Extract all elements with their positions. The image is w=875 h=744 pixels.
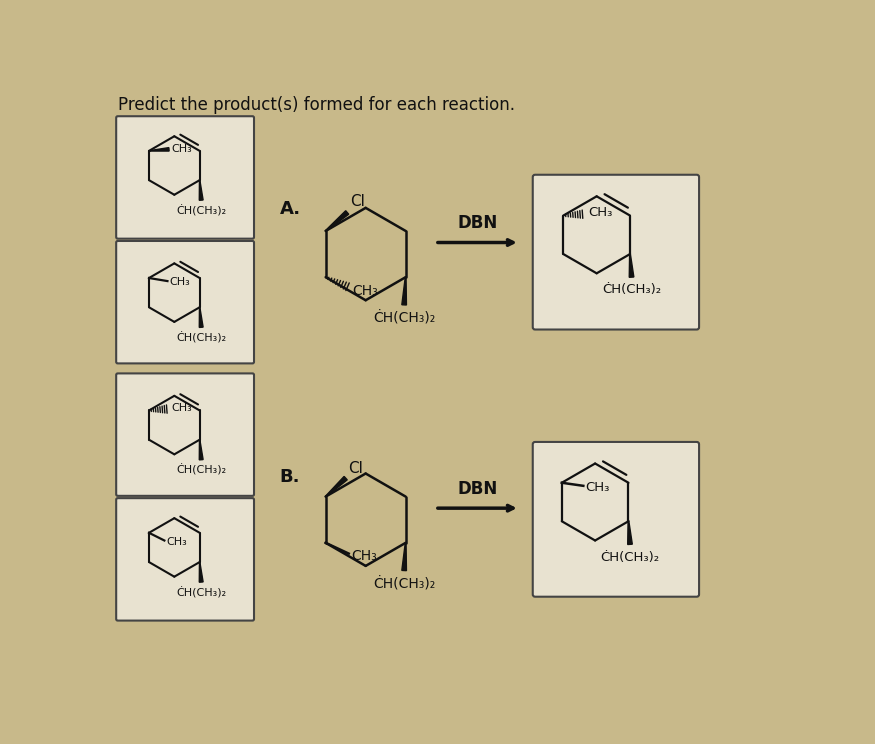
FancyBboxPatch shape <box>116 116 254 239</box>
Text: CH₃: CH₃ <box>588 206 612 219</box>
Polygon shape <box>629 254 634 278</box>
Polygon shape <box>627 522 633 545</box>
Text: ĊH(CH₃)₂: ĊH(CH₃)₂ <box>600 551 660 563</box>
Text: ĊH(CH₃)₂: ĊH(CH₃)₂ <box>176 587 227 598</box>
Text: ĊH(CH₃)₂: ĊH(CH₃)₂ <box>373 311 435 325</box>
Text: CH₃: CH₃ <box>169 277 190 287</box>
Text: ĊH(CH₃)₂: ĊH(CH₃)₂ <box>176 205 227 217</box>
Text: ĊH(CH₃)₂: ĊH(CH₃)₂ <box>373 577 435 591</box>
Polygon shape <box>200 562 203 583</box>
FancyBboxPatch shape <box>533 175 699 330</box>
Text: CH₃: CH₃ <box>172 403 192 413</box>
Text: CH₃: CH₃ <box>353 284 378 298</box>
FancyBboxPatch shape <box>116 241 254 363</box>
Text: CH₃: CH₃ <box>166 537 186 547</box>
FancyBboxPatch shape <box>116 373 254 496</box>
Text: CH₃: CH₃ <box>585 481 610 494</box>
Text: A.: A. <box>279 200 300 218</box>
Text: DBN: DBN <box>458 214 497 232</box>
Text: Cl: Cl <box>350 194 365 209</box>
Text: Predict the product(s) formed for each reaction.: Predict the product(s) formed for each r… <box>118 96 514 115</box>
Polygon shape <box>200 440 203 460</box>
Polygon shape <box>326 211 349 231</box>
Polygon shape <box>200 180 203 200</box>
Text: ĊH(CH₃)₂: ĊH(CH₃)₂ <box>176 464 227 475</box>
Text: CH₃: CH₃ <box>172 144 192 153</box>
Polygon shape <box>402 543 407 571</box>
Text: CH₃: CH₃ <box>351 549 377 563</box>
Text: DBN: DBN <box>458 480 497 498</box>
Polygon shape <box>402 277 407 305</box>
FancyBboxPatch shape <box>533 442 699 597</box>
Polygon shape <box>200 307 203 327</box>
Polygon shape <box>326 476 347 497</box>
FancyBboxPatch shape <box>116 498 254 620</box>
Polygon shape <box>149 147 169 151</box>
Text: ĊH(CH₃)₂: ĊH(CH₃)₂ <box>602 283 662 296</box>
Text: B.: B. <box>279 468 300 486</box>
Text: Cl: Cl <box>348 461 363 476</box>
Text: ĊH(CH₃)₂: ĊH(CH₃)₂ <box>176 332 227 343</box>
